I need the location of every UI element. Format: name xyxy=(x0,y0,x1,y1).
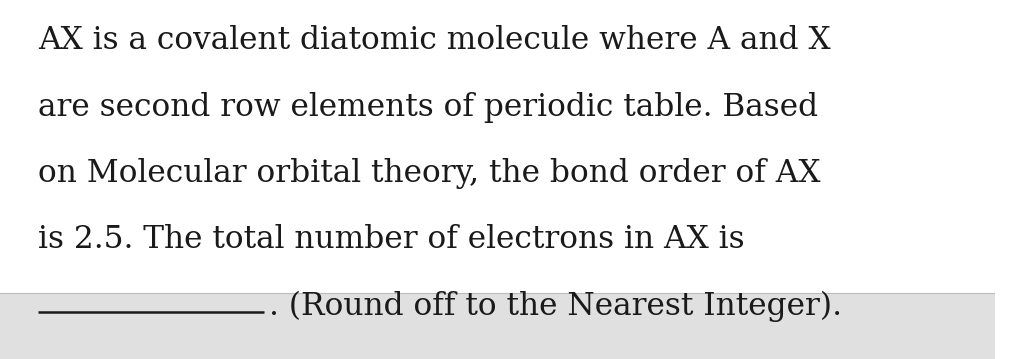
Text: is 2.5. The total number of electrons in AX is: is 2.5. The total number of electrons in… xyxy=(38,224,744,255)
Text: are second row elements of periodic table. Based: are second row elements of periodic tabl… xyxy=(38,92,818,122)
Text: AX is a covalent diatomic molecule where A and X: AX is a covalent diatomic molecule where… xyxy=(38,25,830,56)
Text: . (Round off to the Nearest Integer).: . (Round off to the Nearest Integer). xyxy=(268,291,842,322)
FancyBboxPatch shape xyxy=(0,293,995,359)
Text: on Molecular orbital theory, the bond order of AX: on Molecular orbital theory, the bond or… xyxy=(38,158,820,189)
